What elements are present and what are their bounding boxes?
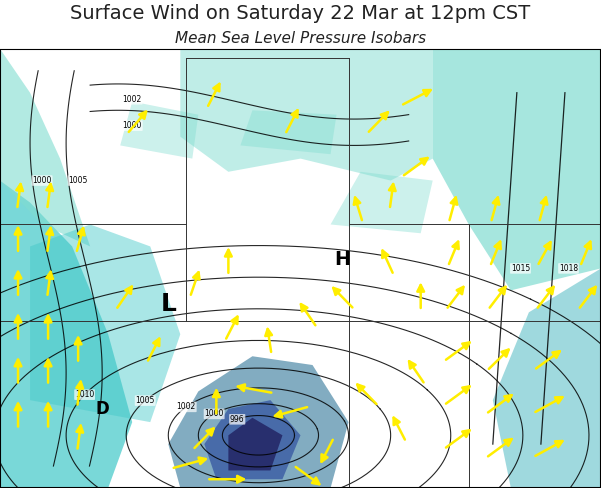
Text: 1005: 1005: [135, 396, 155, 405]
Polygon shape: [240, 110, 337, 154]
Polygon shape: [433, 49, 601, 290]
Polygon shape: [493, 268, 601, 488]
Polygon shape: [30, 224, 180, 422]
Polygon shape: [331, 172, 433, 233]
Text: Mean Sea Level Pressure Isobars: Mean Sea Level Pressure Isobars: [175, 31, 426, 45]
Text: 1002: 1002: [123, 95, 142, 104]
Text: 1015: 1015: [511, 264, 530, 273]
Text: Surface Wind on Saturday 22 Mar at 12pm CST: Surface Wind on Saturday 22 Mar at 12pm …: [70, 4, 531, 23]
Text: 1002: 1002: [177, 403, 196, 411]
Polygon shape: [168, 356, 349, 488]
Polygon shape: [180, 49, 433, 181]
Text: L: L: [160, 291, 176, 316]
Text: 1000: 1000: [204, 409, 224, 418]
Text: 1000: 1000: [123, 121, 142, 130]
Text: D: D: [96, 400, 109, 418]
Text: 1000: 1000: [32, 176, 52, 185]
Text: H: H: [334, 250, 351, 269]
Text: 996: 996: [230, 415, 245, 424]
Polygon shape: [228, 418, 282, 470]
Text: 1010: 1010: [75, 390, 94, 399]
Text: 1005: 1005: [69, 176, 88, 185]
Polygon shape: [0, 181, 132, 488]
Polygon shape: [120, 102, 198, 159]
Text: 1018: 1018: [559, 264, 578, 273]
Polygon shape: [204, 400, 300, 479]
Polygon shape: [0, 49, 90, 246]
